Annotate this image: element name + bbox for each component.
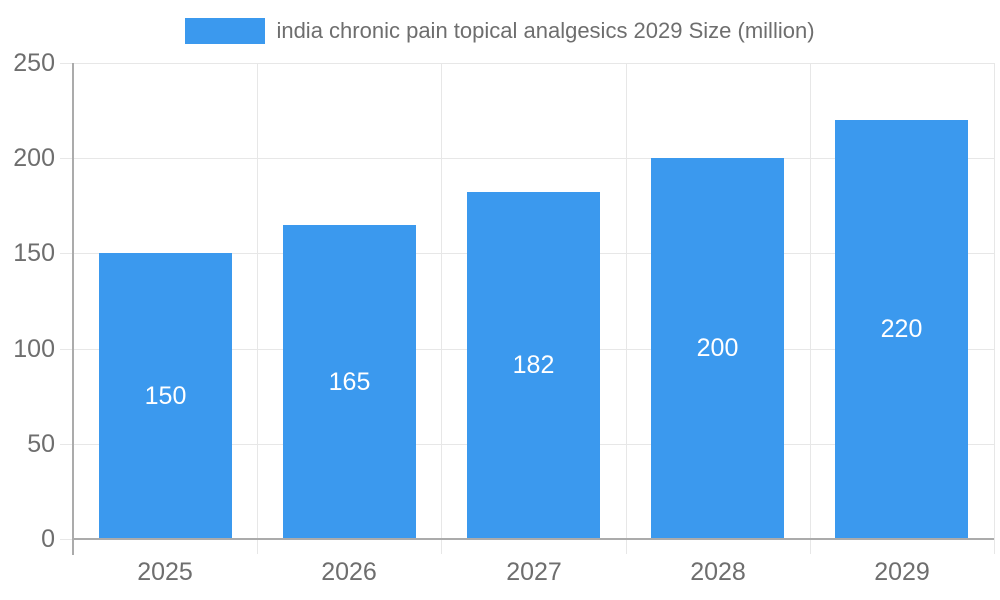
y-axis-line (72, 63, 74, 555)
gridline-horizontal (60, 63, 994, 64)
gridline-vertical (994, 63, 995, 554)
gridline-vertical (257, 63, 258, 554)
x-axis-tick-label: 2025 (137, 558, 193, 586)
x-axis-tick-label: 2027 (506, 558, 562, 586)
bar[interactable]: 165 (283, 225, 416, 539)
y-axis-tick-label: 100 (13, 335, 55, 363)
y-axis-tick-label: 150 (13, 239, 55, 267)
bar[interactable]: 200 (651, 158, 784, 539)
y-axis-tick-label: 50 (27, 430, 55, 458)
x-axis-tick-label: 2028 (690, 558, 746, 586)
gridline-horizontal (60, 158, 994, 159)
legend-item[interactable]: india chronic pain topical analgesics 20… (0, 17, 1000, 45)
bar[interactable]: 220 (835, 120, 968, 539)
x-axis-line (72, 538, 994, 540)
gridline-vertical (810, 63, 811, 554)
bar-value-label: 182 (512, 351, 555, 379)
gridline-vertical (626, 63, 627, 554)
bar-value-label: 220 (880, 315, 923, 343)
y-axis-tick-label: 0 (41, 525, 55, 553)
x-axis-tick (60, 539, 73, 540)
x-axis-tick-label: 2026 (321, 558, 377, 586)
y-axis-tick-label: 200 (13, 144, 55, 172)
bar[interactable]: 150 (99, 253, 232, 539)
gridline-vertical (441, 63, 442, 554)
bar[interactable]: 182 (467, 192, 600, 539)
legend-swatch-icon (185, 18, 266, 44)
y-axis-tick-label: 250 (13, 49, 55, 77)
legend-label: india chronic pain topical analgesics 20… (276, 18, 815, 43)
bar-value-label: 165 (328, 367, 371, 396)
x-axis-tick-label: 2029 (874, 558, 930, 586)
bar-value-label: 200 (696, 334, 739, 362)
bar-value-label: 150 (144, 381, 187, 410)
